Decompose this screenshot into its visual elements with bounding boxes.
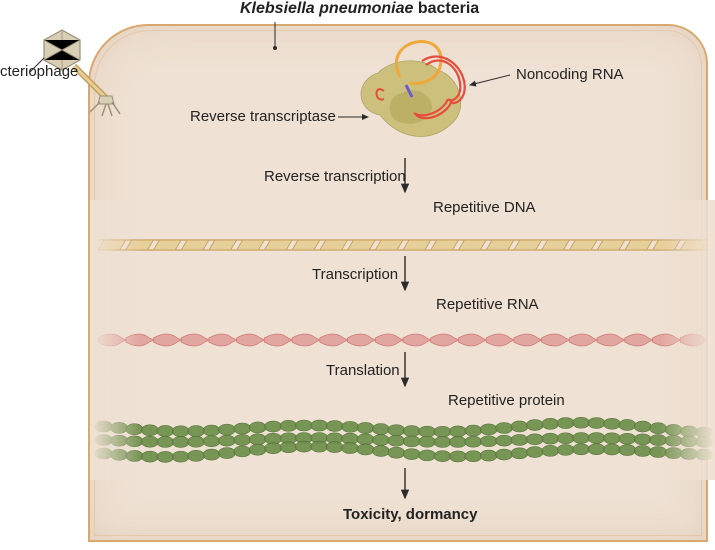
bacterial-cell	[88, 24, 708, 542]
translation-label: Translation	[326, 362, 400, 379]
repetitive-rna-label: Repetitive RNA	[436, 296, 539, 313]
title-label: Klebsiella pneumoniae bacteria	[240, 0, 479, 18]
transcription-label: Transcription	[312, 266, 398, 283]
reverse-transcriptase-label: Reverse transcriptase	[190, 108, 336, 125]
cell-membrane-inner	[94, 30, 702, 536]
reverse-transcription-label: Reverse transcription	[264, 168, 406, 185]
title-suffix: bacteria	[413, 0, 479, 17]
title-italic: Klebsiella pneumoniae	[240, 0, 413, 17]
noncoding-rna-label: Noncoding RNA	[516, 66, 624, 83]
toxicity-label: Toxicity, dormancy	[343, 506, 477, 523]
repetitive-protein-label: Repetitive protein	[448, 392, 565, 409]
bacteriophage-label: cteriophage	[0, 63, 78, 80]
repetitive-dna-label: Repetitive DNA	[433, 199, 536, 216]
